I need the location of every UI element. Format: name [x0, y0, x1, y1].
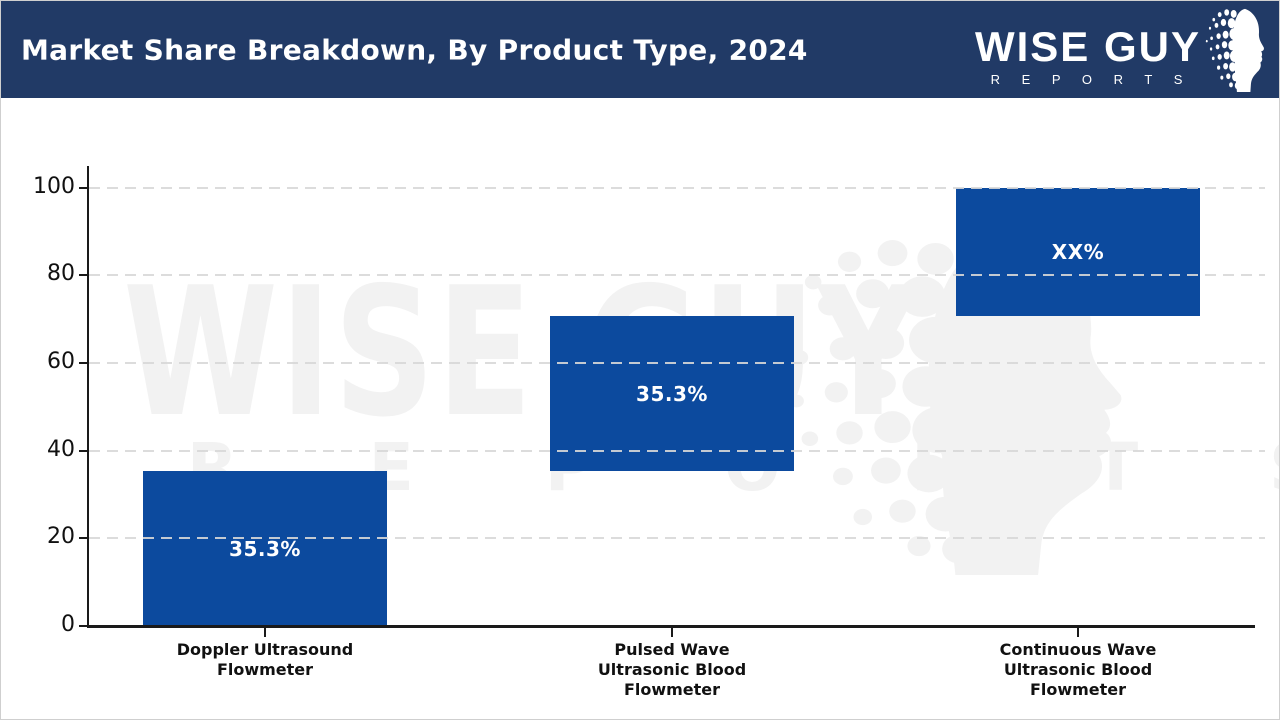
wise-guy-logo: WISE GUY R E P O R T S	[975, 6, 1273, 92]
x-axis-tick-2	[671, 628, 673, 637]
gridline-60	[89, 361, 1265, 364]
logo-subtitle: R E P O R T S	[990, 71, 1192, 87]
y-tick-label-20: 20	[47, 524, 75, 550]
y-axis-tick-40	[79, 449, 87, 452]
gridline-40	[89, 449, 1265, 452]
bar-value-label-1: 35.3%	[229, 536, 301, 561]
y-axis-tick-100	[79, 186, 87, 189]
y-tick-label-80: 80	[47, 261, 75, 287]
face-logo-icon	[1205, 8, 1264, 92]
category-label-2: Pulsed Wave Ultrasonic Blood Flowmeter	[597, 640, 747, 699]
y-tick-label-0: 0	[61, 612, 75, 637]
y-axis-tick-0	[79, 625, 87, 627]
y-axis-tick-60	[79, 361, 87, 364]
x-axis-line	[87, 625, 1255, 628]
category-label-1: Doppler Ultrasound Flowmeter	[176, 640, 354, 679]
header-bar: Market Share Breakdown, By Product Type,…	[1, 1, 1279, 98]
bar-segment-1: 35.3%	[143, 471, 387, 626]
x-axis-tick-3	[1077, 628, 1079, 637]
page-title: Market Share Breakdown, By Product Type,…	[21, 33, 808, 66]
gridline-100	[89, 186, 1265, 189]
gridline-20	[89, 537, 1265, 540]
y-axis-tick-80	[79, 274, 87, 277]
category-label-3: Continuous Wave Ultrasonic Blood Flowmet…	[999, 640, 1157, 699]
bar-value-label-2: 35.3%	[636, 381, 708, 406]
y-axis-line	[87, 166, 89, 627]
y-axis-tick-20	[79, 537, 87, 540]
bar-segment-2: 35.3%	[550, 316, 794, 472]
logo-wordmark: WISE GUY	[974, 22, 1201, 70]
y-tick-label-40: 40	[47, 436, 75, 462]
y-tick-label-60: 60	[47, 348, 75, 374]
bar-value-label-3: XX%	[1051, 239, 1105, 264]
gridline-80	[89, 274, 1265, 277]
x-axis-tick-1	[264, 628, 266, 637]
logo-text: WISE GUY R E P O R T S	[974, 22, 1201, 87]
bar-segment-3: XX%	[956, 187, 1200, 317]
y-tick-label-100: 100	[33, 173, 75, 199]
